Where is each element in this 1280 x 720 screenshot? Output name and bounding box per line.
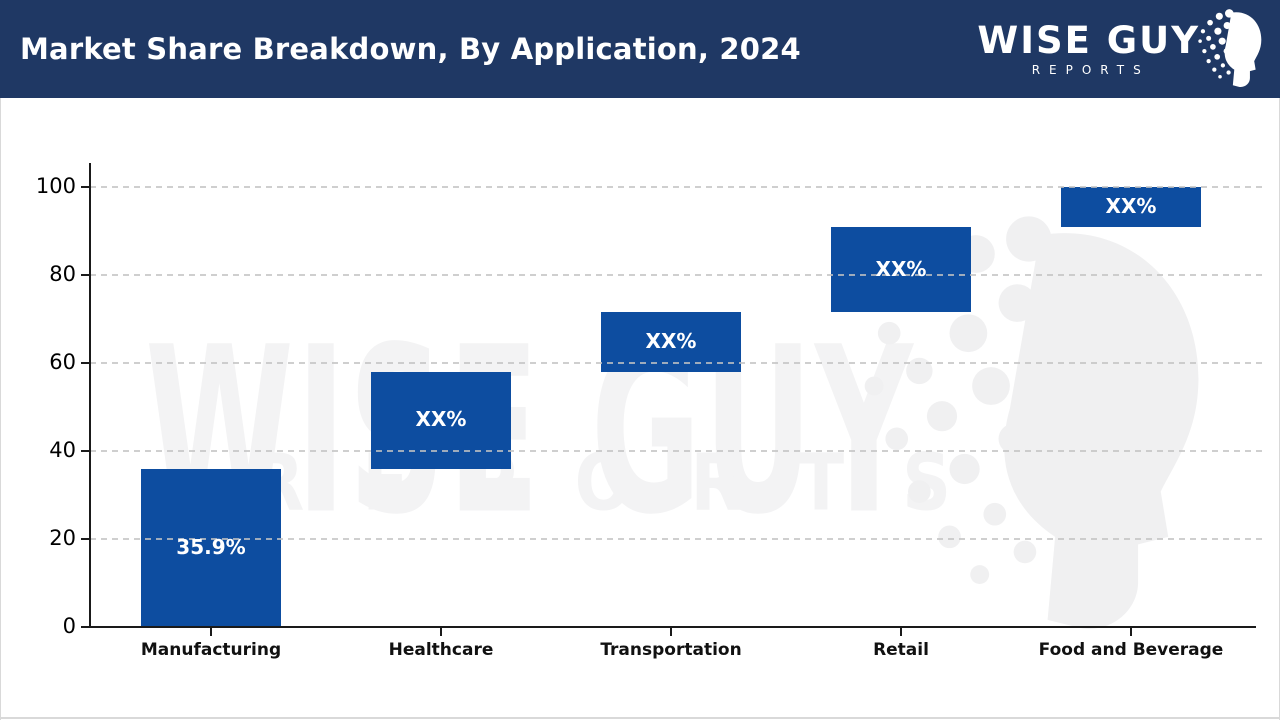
y-tick-mark [81, 538, 90, 540]
bar-manufacturing [141, 469, 281, 627]
y-tick-mark [81, 186, 90, 188]
y-tick-label: 100 [35, 174, 76, 198]
y-tick-mark [81, 274, 90, 276]
chart-title: Market Share Breakdown, By Application, … [20, 32, 801, 66]
x-axis-line [89, 626, 1256, 628]
bar-retail [831, 226, 971, 313]
x-axis-label-retail: Retail [873, 640, 929, 660]
bar-transportation [601, 312, 741, 372]
y-tick-label: 60 [49, 350, 76, 374]
bar-food-and-beverage [1061, 187, 1201, 227]
logo-subtext: REPORTS [1031, 62, 1150, 77]
header-bar: Market Share Breakdown, By Application, … [0, 0, 1280, 98]
page-border-left [0, 98, 1, 720]
y-tick-mark [81, 450, 90, 452]
bar-value-label-healthcare: XX% [415, 407, 467, 432]
y-tick-mark [81, 362, 90, 364]
x-tick-mark [900, 628, 902, 636]
y-tick-label: 0 [62, 614, 76, 638]
x-tick-mark [210, 628, 212, 636]
logo-wordmark: WISE GUY [977, 18, 1200, 62]
y-tick-mark [81, 626, 90, 628]
x-axis-label-transportation: Transportation [600, 640, 742, 660]
wiseguy-logo: WISE GUY REPORTS [977, 7, 1266, 91]
logo-text: WISE GUY REPORTS [977, 22, 1200, 77]
x-tick-mark [670, 628, 672, 636]
y-tick-label: 80 [49, 262, 76, 286]
y-tick-label: 40 [49, 438, 76, 462]
bar-value-label-transportation: XX% [645, 329, 697, 354]
x-axis-label-healthcare: Healthcare [388, 640, 494, 660]
bar-value-label-retail: XX% [875, 256, 927, 281]
gridline-100 [90, 186, 1266, 188]
watermark-subtext: REPORTS [252, 438, 1010, 529]
gridline-20 [90, 538, 1266, 540]
gridline-60 [90, 362, 1266, 364]
bar-value-label-manufacturing: 35.9% [176, 535, 246, 560]
x-axis-label-manufacturing: Manufacturing [140, 640, 282, 660]
bar-value-label-food-and-beverage: XX% [1105, 193, 1157, 218]
x-tick-mark [440, 628, 442, 636]
gridline-40 [90, 450, 1266, 452]
x-axis-label-food-and-beverage: Food and Beverage [1038, 640, 1224, 660]
y-tick-label: 20 [49, 526, 76, 550]
x-tick-mark [1130, 628, 1132, 636]
gridline-80 [90, 274, 1266, 276]
page-border-bottom [0, 717, 1280, 719]
bar-healthcare [371, 371, 511, 470]
logo-head-icon [1198, 9, 1262, 88]
y-axis-line [89, 163, 91, 628]
